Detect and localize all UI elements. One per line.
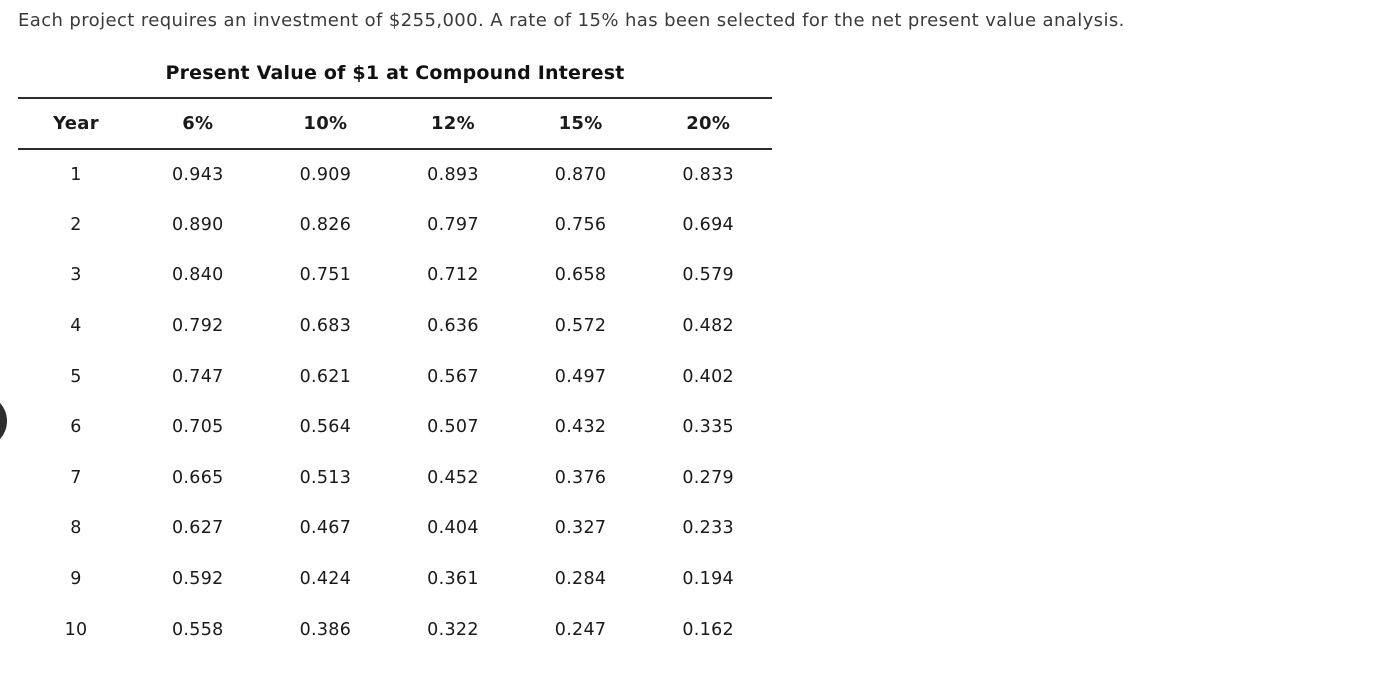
pv-factor-cell: 0.621 xyxy=(299,366,352,387)
pv-factor-cell: 0.247 xyxy=(554,619,607,640)
pv-factor-cell: 0.909 xyxy=(299,164,352,185)
year-cell: 1 xyxy=(70,164,82,185)
pv-factor-cell: 0.665 xyxy=(171,467,224,488)
pv-factor-cell: 0.840 xyxy=(171,265,224,286)
pv-factor-cell: 0.432 xyxy=(554,417,607,438)
pv-factor-cell: 0.751 xyxy=(299,265,352,286)
year-cell: 8 xyxy=(70,518,82,539)
year-cell: 2 xyxy=(70,214,82,235)
table-row: 5 0.747 0.621 0.567 0.497 0.402 xyxy=(18,351,772,402)
pv-factor-cell: 0.404 xyxy=(427,518,479,539)
left-edge-partial-circle-decoration xyxy=(0,394,7,448)
pv-factor-cell: 0.402 xyxy=(682,366,734,387)
pv-factor-cell: 0.694 xyxy=(682,214,734,235)
year-cell: 10 xyxy=(64,619,88,640)
pv-factor-cell: 0.567 xyxy=(427,366,479,387)
table-row: 9 0.592 0.424 0.361 0.284 0.194 xyxy=(18,554,772,605)
pv-factor-cell: 0.893 xyxy=(427,164,479,185)
year-column-header: Year xyxy=(53,113,99,134)
pv-factor-cell: 0.322 xyxy=(427,619,479,640)
pv-factor-cell: 0.683 xyxy=(299,316,352,337)
table-row: 3 0.840 0.751 0.712 0.658 0.579 xyxy=(18,250,772,301)
pv-factor-cell: 0.579 xyxy=(682,265,734,286)
pv-factor-table: Year 6% 10% 12% 15% 20% 1 0.943 0.909 0.893 0.870… xyxy=(18,97,772,655)
pv-factor-cell: 0.564 xyxy=(299,417,352,438)
table-row: 2 0.890 0.826 0.797 0.756 0.694 xyxy=(18,200,772,251)
pv-factor-cell: 0.636 xyxy=(427,316,479,337)
table-row: 10 0.558 0.386 0.322 0.247 0.162 xyxy=(18,604,772,655)
pv-factor-cell: 0.747 xyxy=(171,366,224,387)
year-cell: 9 xyxy=(70,569,82,590)
rate-column-header: 12% xyxy=(430,113,475,134)
table-body: 1 0.943 0.909 0.893 0.870 0.833 2 0.890 0.826 0.7… xyxy=(18,149,772,655)
year-cell: 4 xyxy=(70,316,82,337)
pv-factor-cell: 0.558 xyxy=(171,619,224,640)
pv-factor-cell: 0.572 xyxy=(554,316,607,337)
rate-column-header: 10% xyxy=(303,113,348,134)
pv-factor-cell: 0.792 xyxy=(171,316,224,337)
pv-factor-cell: 0.233 xyxy=(682,518,734,539)
pv-factor-cell: 0.890 xyxy=(171,214,224,235)
table-title: Present Value of $1 at Compound Interest xyxy=(165,62,625,84)
pv-factor-cell: 0.162 xyxy=(682,619,734,640)
pv-factor-cell: 0.870 xyxy=(554,164,607,185)
pv-factor-cell: 0.284 xyxy=(554,569,607,590)
pv-factor-cell: 0.592 xyxy=(171,569,224,590)
rate-column-header: 20% xyxy=(686,113,731,134)
pv-factor-cell: 0.361 xyxy=(427,569,479,590)
year-cell: 3 xyxy=(70,265,82,286)
pv-factor-cell: 0.376 xyxy=(554,467,607,488)
pv-factor-cell: 0.507 xyxy=(427,417,479,438)
pv-factor-cell: 0.327 xyxy=(554,518,607,539)
problem-statement: Each project requires an investment of $… xyxy=(18,10,1125,31)
pv-factor-cell: 0.279 xyxy=(682,467,734,488)
pv-factor-cell: 0.797 xyxy=(427,214,479,235)
year-cell: 6 xyxy=(70,417,82,438)
table-row: 1 0.943 0.909 0.893 0.870 0.833 xyxy=(18,149,772,200)
pv-factor-cell: 0.658 xyxy=(554,265,607,286)
table-header: Year 6% 10% 12% 15% 20% xyxy=(18,98,772,149)
pv-factor-cell: 0.712 xyxy=(427,265,479,286)
pv-factor-cell: 0.497 xyxy=(554,366,607,387)
pv-factor-cell: 0.826 xyxy=(299,214,352,235)
table-row: 8 0.627 0.467 0.404 0.327 0.233 xyxy=(18,503,772,554)
pv-factor-cell: 0.335 xyxy=(682,417,734,438)
pv-factor-cell: 0.452 xyxy=(427,467,479,488)
table-header-row: Year 6% 10% 12% 15% 20% xyxy=(18,98,772,149)
pv-factor-cell: 0.467 xyxy=(299,518,352,539)
year-cell: 5 xyxy=(70,366,82,387)
rate-column-header: 15% xyxy=(558,113,603,134)
pv-factor-cell: 0.424 xyxy=(299,569,352,590)
year-cell: 7 xyxy=(70,467,82,488)
present-value-table-section: Present Value of $1 at Compound Interest… xyxy=(18,62,772,655)
pv-factor-cell: 0.627 xyxy=(171,518,224,539)
pv-factor-cell: 0.705 xyxy=(171,417,224,438)
table-row: 4 0.792 0.683 0.636 0.572 0.482 xyxy=(18,301,772,352)
pv-factor-cell: 0.756 xyxy=(554,214,607,235)
pv-factor-cell: 0.513 xyxy=(299,467,352,488)
rate-column-header: 6% xyxy=(182,113,214,134)
pv-factor-cell: 0.833 xyxy=(682,164,734,185)
table-row: 6 0.705 0.564 0.507 0.432 0.335 xyxy=(18,402,772,453)
pv-factor-cell: 0.943 xyxy=(171,164,224,185)
pv-factor-cell: 0.194 xyxy=(682,569,734,590)
pv-factor-cell: 0.482 xyxy=(682,316,734,337)
pv-factor-cell: 0.386 xyxy=(299,619,352,640)
table-row: 7 0.665 0.513 0.452 0.376 0.279 xyxy=(18,453,772,504)
